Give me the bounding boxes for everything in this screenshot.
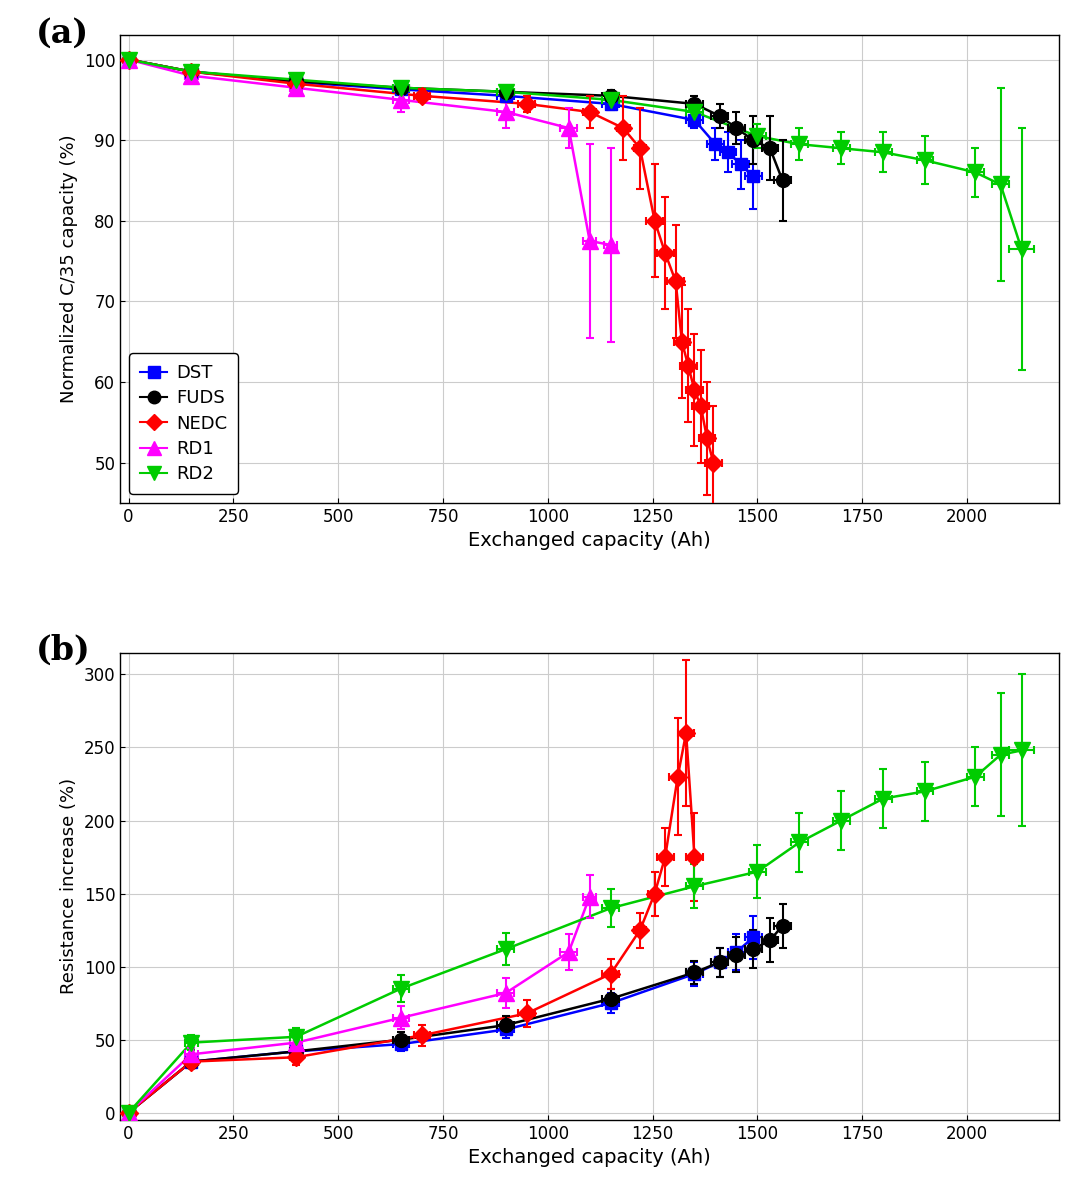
X-axis label: Exchanged capacity (Ah): Exchanged capacity (Ah) [468,1148,711,1167]
Legend: DST, FUDS, NEDC, RD1, RD2: DST, FUDS, NEDC, RD1, RD2 [129,354,238,494]
Y-axis label: Resistance increase (%): Resistance increase (%) [60,778,79,994]
X-axis label: Exchanged capacity (Ah): Exchanged capacity (Ah) [468,532,711,551]
Y-axis label: Normalized C/35 capacity (%): Normalized C/35 capacity (%) [60,134,79,403]
Text: (a): (a) [36,17,88,50]
Text: (b): (b) [36,634,91,667]
